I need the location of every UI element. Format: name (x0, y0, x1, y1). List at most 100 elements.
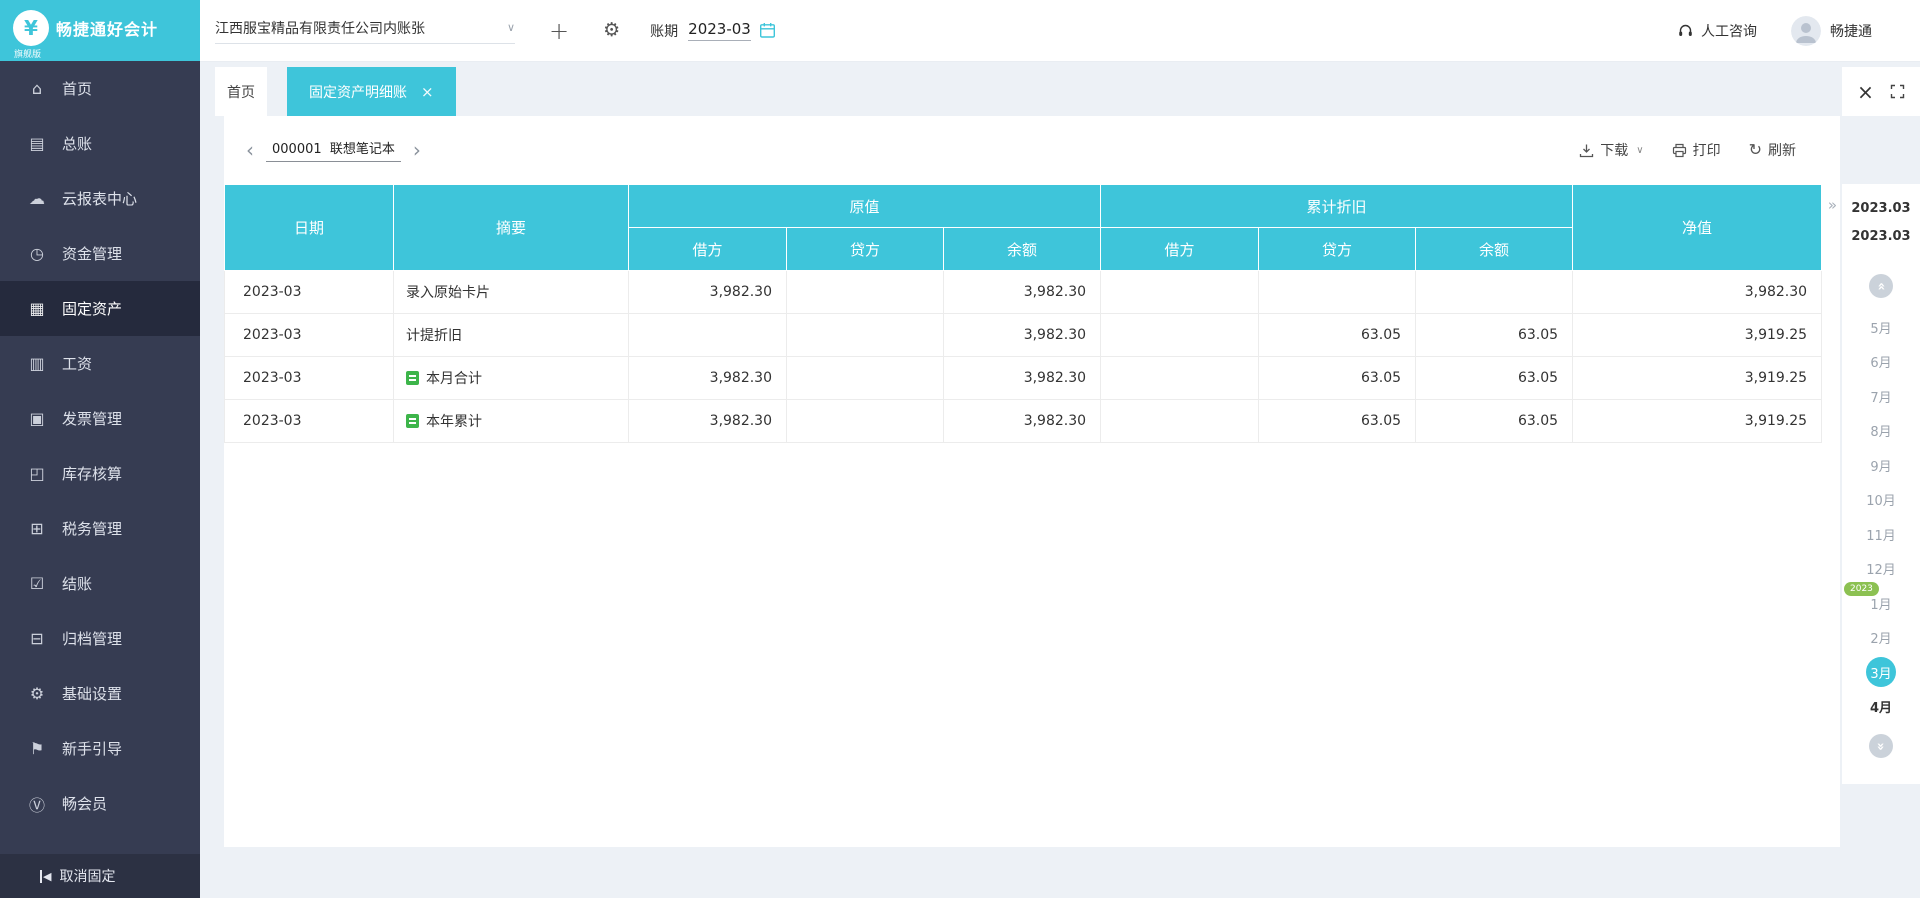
sidebar-item-home[interactable]: ⌂ 首页 (0, 61, 200, 116)
ledger-row[interactable]: 2023-03 计提折旧 3,982.30 63.05 63.05 3,919.25 (224, 313, 1823, 357)
calendar-icon[interactable] (759, 22, 776, 39)
sidebar-item-ledger[interactable]: ▤ 总账 (0, 116, 200, 171)
download-button[interactable]: 下载 ∨ (1579, 140, 1644, 160)
fullscreen-icon[interactable] (1890, 84, 1905, 99)
avatar[interactable] (1791, 15, 1821, 46)
sidebar-item-settings[interactable]: ⚙ 基础设置 (0, 666, 200, 721)
salary-icon: ▥ (29, 354, 45, 373)
period-start[interactable]: 2023.03 (1851, 200, 1911, 216)
topbar-right: 人工咨询 畅捷通 (1677, 15, 1920, 46)
month-item[interactable]: 10月 (1842, 483, 1920, 518)
sidebar-item-member[interactable]: Ⓥ 畅会员 (0, 776, 200, 831)
toolbar: ‹ 000001 联想笔记本 › 下载 ∨ (224, 116, 1840, 184)
tab-home[interactable]: 首页 (215, 67, 267, 116)
logo-icon: ¥ (13, 10, 49, 46)
company-name: 江西服宝精品有限责任公司内账张 (215, 20, 425, 37)
unpin-sidebar-button[interactable]: ◀ 取消固定 (0, 854, 200, 898)
ledger-row[interactable]: 2023-03 本年累计 3,982.30 3,982.30 63.05 63.05 3,9… (224, 399, 1823, 443)
next-asset-button[interactable]: › (412, 138, 421, 162)
ledger-row[interactable]: 2023-03 本月合计 3,982.30 3,982.30 63.05 63.05 3,9… (224, 356, 1823, 400)
col-header-ov-balance: 余额 (942, 227, 1102, 271)
double-chevron-down-icon: « (1873, 741, 1889, 751)
month-item[interactable]: 11月 (1842, 517, 1920, 552)
cell-amount: 63.05 (1258, 313, 1417, 357)
tab-bar: 首页 固定资产明细账 × (200, 61, 1842, 116)
cell-amount: 3,919.25 (1572, 399, 1823, 443)
sidebar-item-closing[interactable]: ☑ 结账 (0, 556, 200, 611)
sidebar-item-guide[interactable]: ⚑ 新手引导 (0, 721, 200, 776)
prev-asset-button[interactable]: ‹ (246, 138, 254, 162)
double-chevron-up-icon: « (1873, 281, 1889, 291)
month-item[interactable]: 12月 (1842, 552, 1920, 587)
scroll-up-button[interactable]: « (1869, 274, 1893, 298)
month-label: 4月 (1869, 701, 1893, 717)
month-label: 2月 (1870, 632, 1892, 648)
add-button[interactable]: + (549, 16, 570, 45)
sidebar-item-label: 基础设置 (62, 685, 123, 703)
sidebar-item-salary[interactable]: ▥ 工资 (0, 336, 200, 391)
month-label: 11月 (1866, 528, 1896, 544)
col-header-dep-credit: 贷方 (1258, 227, 1417, 271)
sidebar-item-label: 畅会员 (62, 795, 108, 813)
support-button[interactable]: 人工咨询 (1677, 21, 1757, 41)
app-logo: ¥ 畅捷通好会计 旗舰版 (0, 0, 200, 61)
cell-date: 2023-03 (224, 399, 394, 443)
cell-amount (786, 313, 944, 357)
cell-amount: 63.05 (1258, 399, 1417, 443)
print-button[interactable]: 打印 (1672, 140, 1721, 160)
sidebar-item-funds[interactable]: ◷ 资金管理 (0, 226, 200, 281)
month-item[interactable]: 4月 (1842, 690, 1920, 725)
sidebar-item-label: 固定资产 (62, 300, 123, 318)
settings-icon: ⚙ (29, 684, 45, 703)
sidebar-item-label: 首页 (62, 80, 93, 98)
sidebar-item-cloud-report[interactable]: ☁ 云报表中心 (0, 171, 200, 226)
close-icon[interactable]: × (1857, 79, 1874, 104)
ledger-icon: ▤ (29, 134, 45, 153)
period-end[interactable]: 2023.03 (1851, 228, 1911, 244)
sidebar-item-archive[interactable]: ⊟ 归档管理 (0, 611, 200, 666)
asset-selector[interactable]: 000001 联想笔记本 (266, 138, 401, 162)
period-value[interactable]: 2023-03 (688, 20, 751, 41)
sidebar-item-invoice[interactable]: ▣ 发票管理 (0, 391, 200, 446)
cell-amount: 63.05 (1415, 356, 1574, 400)
cell-amount (1100, 270, 1260, 314)
username[interactable]: 畅捷通 (1830, 23, 1872, 40)
chevron-down-icon: ∨ (1636, 144, 1644, 156)
cell-amount: 3,919.25 (1572, 356, 1823, 400)
cell-amount (786, 399, 944, 443)
ledger-row[interactable]: 2023-03 录入原始卡片 3,982.30 3,982.30 3,982.30 (224, 270, 1823, 314)
cell-amount: 63.05 (1415, 399, 1574, 443)
cell-amount: 3,982.30 (942, 270, 1102, 314)
window-controls: × (1842, 67, 1920, 116)
cell-amount: 3,919.25 (1572, 313, 1823, 357)
settings-gear-button[interactable]: ⚙ (603, 19, 621, 41)
sidebar-item-label: 税务管理 (62, 520, 123, 538)
month-item[interactable]: 3月 (1842, 655, 1920, 690)
sidebar-item-inventory[interactable]: ◰ 库存核算 (0, 446, 200, 501)
print-icon (1672, 143, 1687, 158)
month-item[interactable]: 7月 (1842, 379, 1920, 414)
month-label: 5月 (1870, 321, 1892, 337)
month-item[interactable]: 8月 (1842, 414, 1920, 449)
cell-amount (628, 313, 787, 357)
col-header-ov-credit: 贷方 (786, 227, 944, 271)
company-selector[interactable]: 江西服宝精品有限责任公司内账张 ∨ (215, 18, 515, 44)
tab-close-icon[interactable]: × (421, 82, 434, 101)
month-label: 8月 (1870, 425, 1892, 441)
month-item[interactable]: 6月 (1842, 345, 1920, 380)
collapse-date-panel-icon[interactable]: » (1827, 196, 1837, 214)
sidebar-item-fixed-assets[interactable]: ▦ 固定资产 (0, 281, 200, 336)
cell-amount: 3,982.30 (1572, 270, 1823, 314)
scroll-down-button[interactable]: « (1869, 734, 1893, 758)
refresh-button[interactable]: ↻ 刷新 (1749, 140, 1796, 160)
month-item[interactable]: 2月 (1842, 621, 1920, 656)
cloud-report-icon: ☁ (29, 189, 45, 208)
sidebar-item-tax[interactable]: ⊞ 税务管理 (0, 501, 200, 556)
month-item[interactable]: 9月 (1842, 448, 1920, 483)
month-item[interactable]: 5月 (1842, 310, 1920, 345)
main-panel: ‹ 000001 联想笔记本 › 下载 ∨ (224, 116, 1840, 847)
col-header-ov-debit: 借方 (628, 227, 787, 271)
month-item[interactable]: 1月 (1842, 586, 1920, 621)
tab-fixed-asset-ledger[interactable]: 固定资产明细账 × (287, 67, 456, 116)
